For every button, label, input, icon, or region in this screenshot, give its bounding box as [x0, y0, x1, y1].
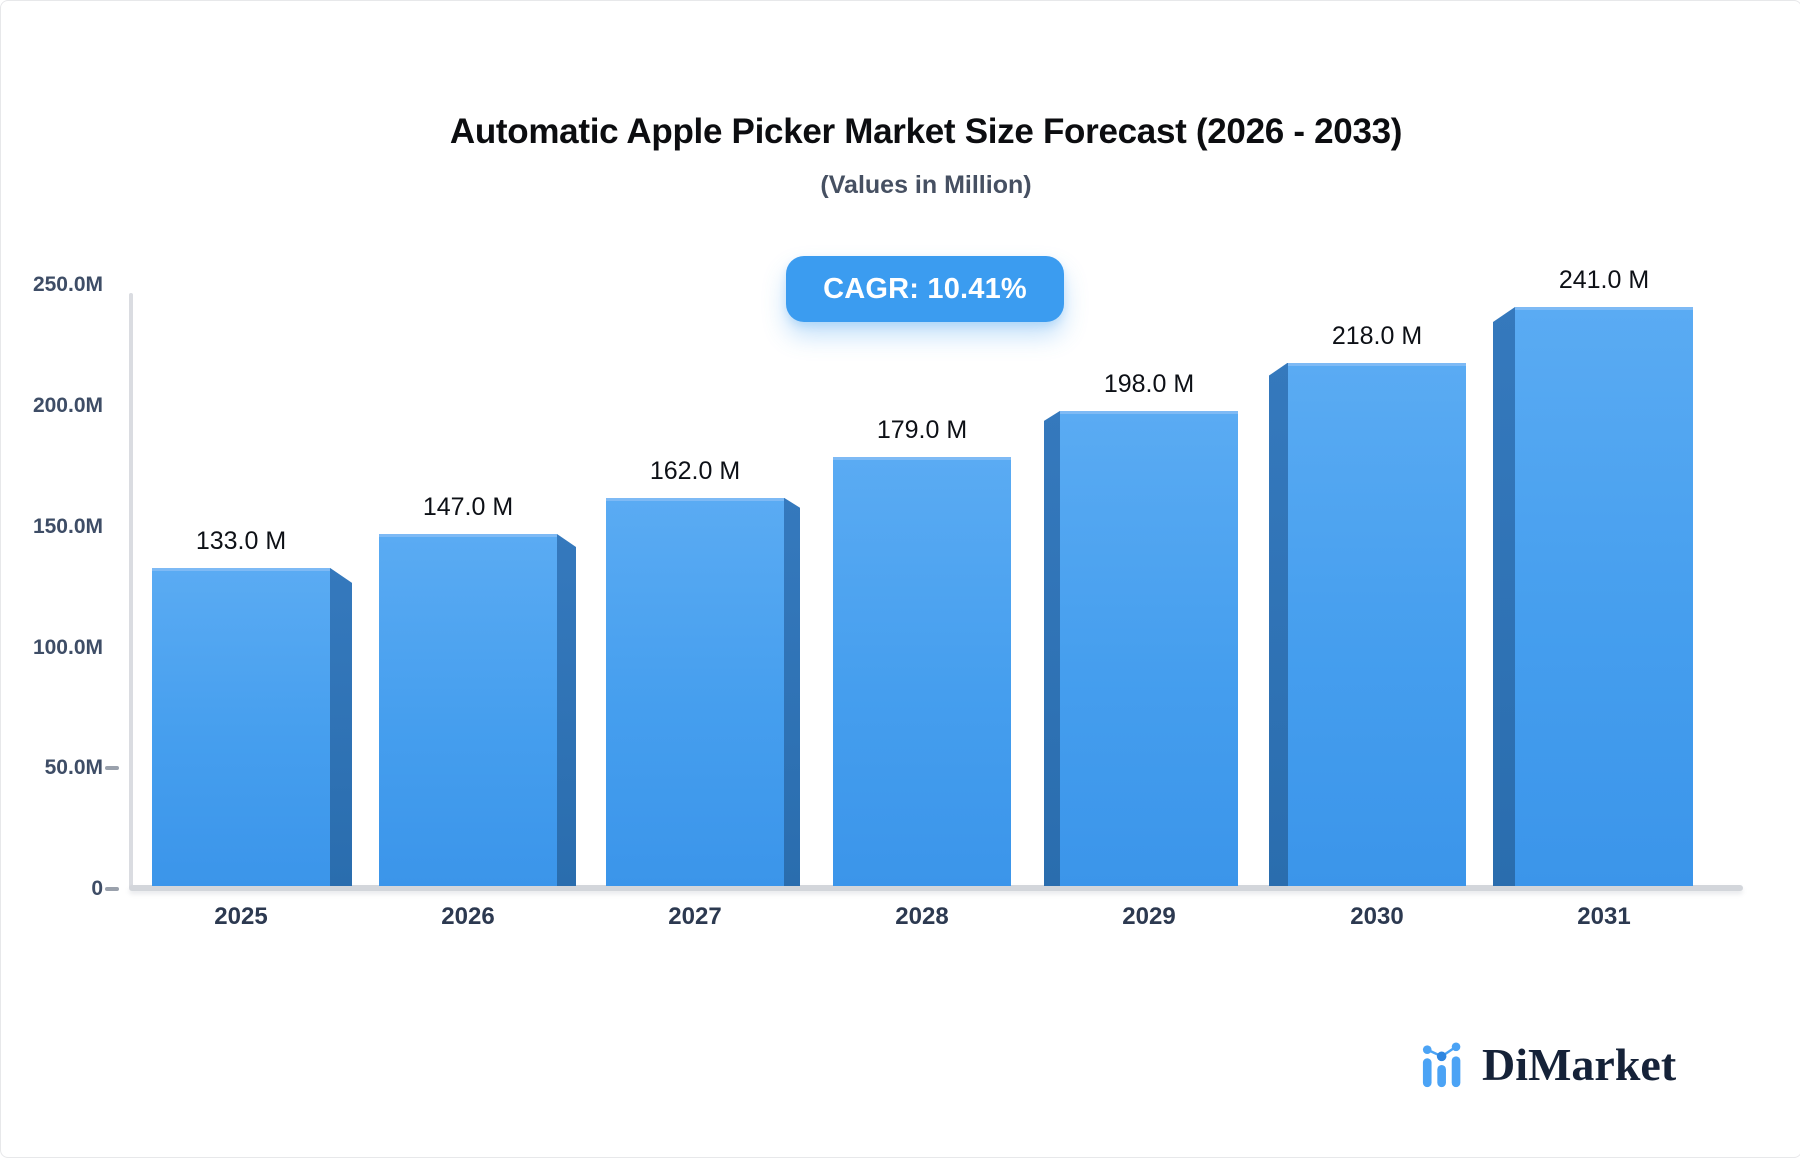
x-axis-label-2030: 2030	[1350, 903, 1404, 930]
bar-value-label: 147.0 M	[422, 493, 514, 521]
dimarket-logo: DiMarket	[1421, 1041, 1676, 1089]
chart-title: Automatic Apple Picker Market Size Forec…	[449, 112, 1403, 151]
y-axis-tick-label: 150.0M	[32, 514, 103, 538]
bar-2031	[1515, 307, 1693, 886]
y-axis-tick-label: 250.0M	[32, 273, 103, 297]
bar-2026	[379, 534, 557, 886]
x-axis-label-2031: 2031	[1577, 903, 1631, 930]
x-axis-label-2026: 2026	[441, 903, 495, 930]
bar-side-face-2025	[330, 567, 352, 886]
x-axis-line	[129, 885, 1743, 891]
bar-value-label: 133.0 M	[195, 526, 287, 555]
bar-2027	[606, 497, 784, 886]
y-axis-tick-mark	[105, 766, 119, 771]
bar-side-face-2029	[1044, 410, 1060, 886]
bar-value-label: 198.0 M	[1103, 369, 1195, 398]
x-axis-label-2029: 2029	[1122, 903, 1176, 930]
bar-side-face-2031	[1493, 307, 1515, 886]
y-axis-tick-label: 50.0M	[44, 756, 103, 780]
y-axis-tick-label: 100.0M	[32, 635, 103, 659]
y-axis-tick-label: 200.0M	[32, 394, 103, 418]
bar-value-label: 218.0 M	[1331, 321, 1423, 350]
bar-side-face-2027	[784, 497, 800, 886]
cagr-badge: CAGR: 10.41%	[786, 256, 1064, 322]
bar-2029	[1060, 410, 1238, 886]
chart-subtitle: (Values in Million)	[820, 171, 1032, 199]
bar-2030	[1288, 362, 1466, 886]
bar-side-face-2030	[1269, 362, 1288, 886]
x-axis-label-2027: 2027	[668, 903, 722, 930]
y-axis-tick-label: 0	[91, 877, 103, 900]
y-axis-tick-mark	[105, 887, 119, 891]
x-axis-label-2028: 2028	[895, 903, 949, 930]
bar-value-label: 241.0 M	[1558, 266, 1650, 294]
bar-2028	[833, 456, 1011, 886]
x-axis-label-2025: 2025	[214, 903, 268, 930]
bar-side-face-2026	[557, 534, 576, 886]
cagr-badge-label: CAGR: 10.41%	[823, 272, 1027, 305]
bar-value-label: 162.0 M	[649, 456, 741, 485]
dimarket-logo-text: DiMarket	[1482, 1039, 1677, 1090]
y-axis-line	[129, 293, 133, 889]
dimarket-logo-icon	[1422, 1042, 1461, 1088]
chart-header: Automatic Apple Picker Market Size Forec…	[131, 109, 1721, 201]
bar-2025	[152, 567, 330, 886]
bar-value-label: 179.0 M	[876, 415, 968, 444]
